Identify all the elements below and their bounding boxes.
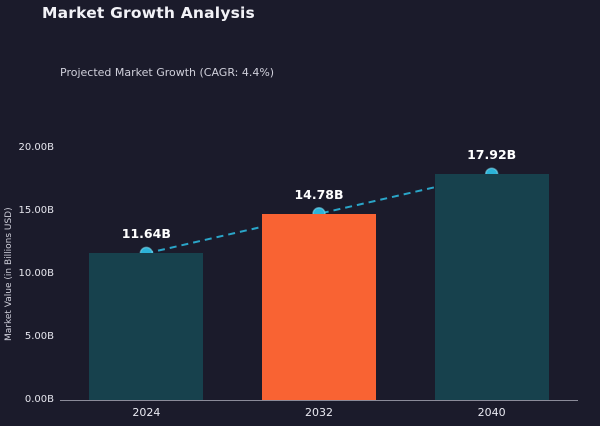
y-tick-label: 0.00B <box>24 394 54 405</box>
x-tick-label: 2024 <box>132 406 161 419</box>
bar-2024 <box>89 253 204 400</box>
chart-title: Market Growth Analysis <box>42 4 255 22</box>
x-tick-label: 2040 <box>477 406 506 419</box>
y-tick-label: 10.00B <box>18 268 55 279</box>
y-tick-label: 15.00B <box>18 205 55 216</box>
bar-2040 <box>434 174 549 400</box>
y-axis-ticks: 0.00B 5.00B 10.00B 15.00B 20.00B <box>0 142 55 405</box>
value-label: 14.78B <box>294 186 344 202</box>
y-tick-label: 20.00B <box>18 142 55 153</box>
value-label: 17.92B <box>467 147 517 163</box>
y-tick-label: 5.00B <box>24 331 54 342</box>
plot-area: 11.64B 2024 14.78B 2032 17.92B 2040 <box>60 147 578 419</box>
chart-subtitle: Projected Market Growth (CAGR: 4.4%) <box>60 66 275 79</box>
x-tick-label: 2032 <box>305 406 333 419</box>
bar-2032 <box>262 213 376 400</box>
value-label: 11.64B <box>121 226 171 242</box>
